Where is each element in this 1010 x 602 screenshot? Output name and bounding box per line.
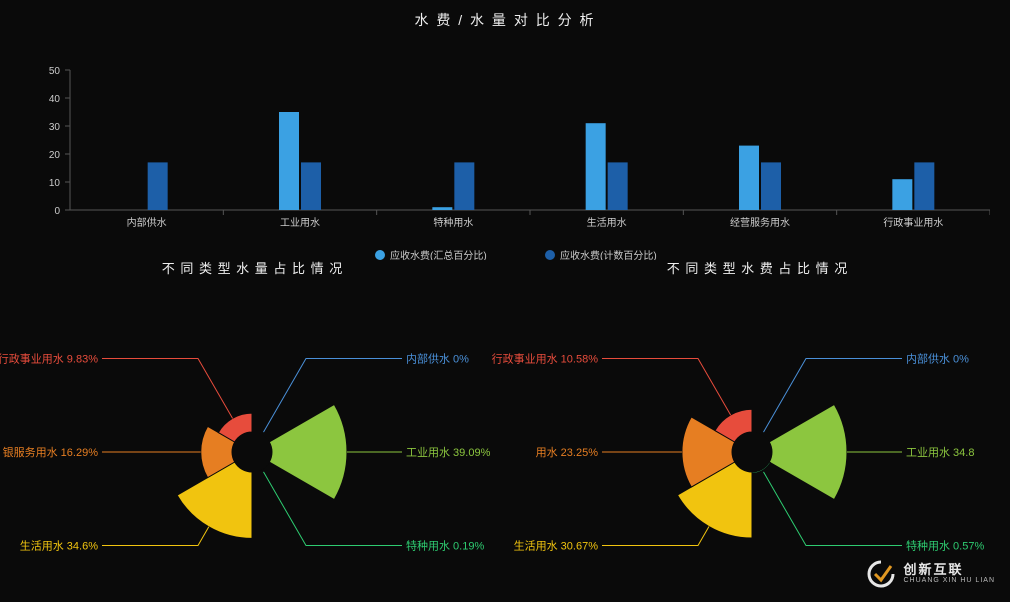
watermark-logo-icon	[865, 558, 897, 590]
svg-text:行政事业用水: 行政事业用水	[883, 216, 943, 229]
bar-chart-panel: 水 费 / 水 量 对 比 分 析 0 10 20 30 40 50 内部供水 工业用水 特种用…	[0, 0, 1010, 250]
bar-chart-title: 水 费 / 水 量 对 比 分 析	[20, 10, 990, 30]
bar-chart-svg: 01020304050内部供水工业用水特种用水生活用水经营服务用水行政事业用水应…	[20, 30, 990, 260]
rose-panel-left: 不 同 类 型 水 量 占 比 情 况	[0, 250, 505, 602]
rose-left-title: 不 同 类 型 水 量 占 比 情 况	[0, 258, 505, 277]
svg-text:30: 30	[49, 122, 61, 133]
svg-text:20: 20	[49, 150, 61, 161]
watermark-text: 创新互联 CHUANG XIN HU LIAN	[903, 563, 995, 585]
rose-panel-right: 不 同 类 型 水 费 占 比 情 况	[505, 250, 1010, 602]
dashboard: 水 费 / 水 量 对 比 分 析 0 10 20 30 40 50 内部供水 工业用水 特种用…	[0, 0, 1010, 602]
svg-text:10: 10	[49, 178, 61, 189]
watermark-en: CHUANG XIN HU LIAN	[903, 577, 995, 585]
rose-charts-row: 不 同 类 型 水 量 占 比 情 况 不 同 类 型 水 费 占 比 情 况 …	[0, 250, 1010, 602]
svg-text:特种用水: 特种用水	[433, 216, 473, 229]
rose-right-title: 不 同 类 型 水 费 占 比 情 况	[505, 258, 1010, 277]
svg-text:40: 40	[49, 94, 61, 105]
svg-text:内部供水: 内部供水	[127, 216, 167, 229]
svg-text:生活用水: 生活用水	[587, 216, 627, 229]
watermark: 创新互联 CHUANG XIN HU LIAN	[865, 558, 995, 590]
svg-text:0: 0	[54, 206, 60, 217]
svg-text:50: 50	[49, 66, 61, 77]
svg-text:经营服务用水: 经营服务用水	[730, 216, 790, 229]
watermark-cn: 创新互联	[903, 563, 995, 577]
svg-text:工业用水: 工业用水	[280, 217, 320, 229]
